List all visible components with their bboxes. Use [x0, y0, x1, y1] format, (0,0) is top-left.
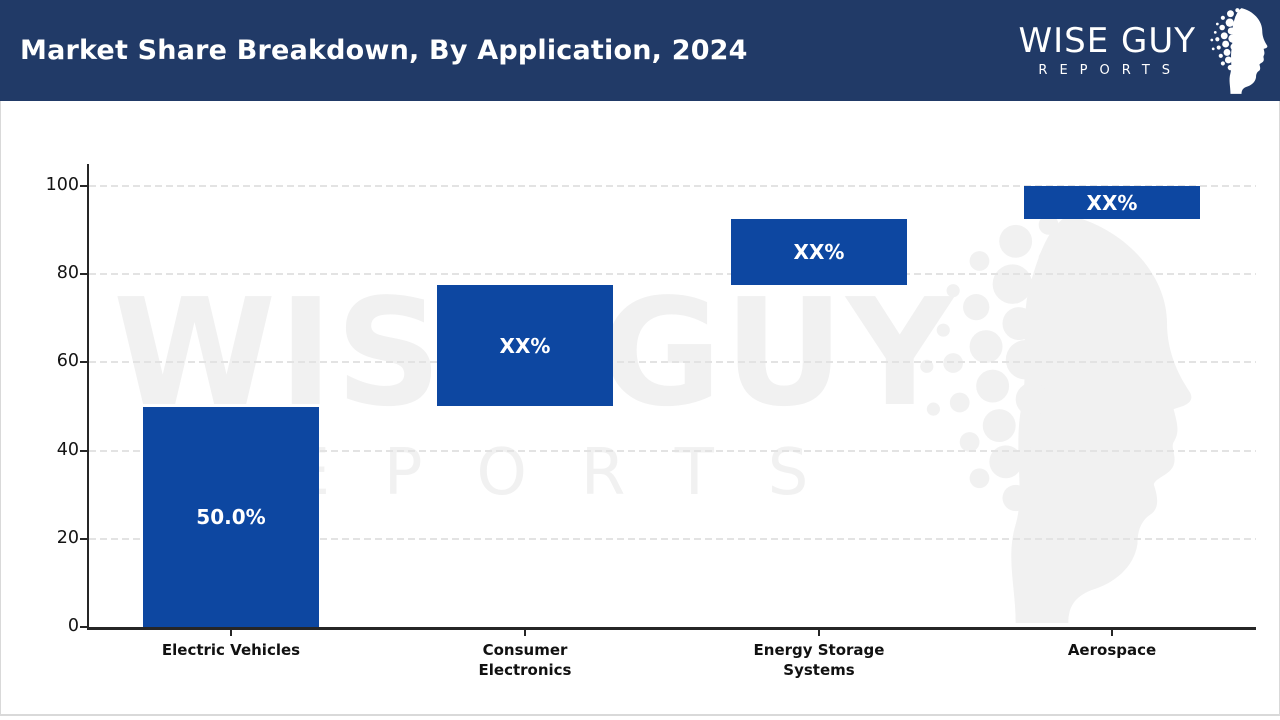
watermark-face-icon: [920, 214, 1192, 624]
logo-reports-text: REPORTS: [1038, 63, 1183, 78]
y-tick-mark: [80, 273, 88, 276]
y-tick-mark: [80, 537, 88, 540]
y-tick-label: 80: [56, 263, 79, 284]
x-tick-mark: [818, 630, 820, 636]
gridline-40: [89, 449, 1256, 452]
x-category-label: Aerospace: [1067, 641, 1157, 659]
x-tick-mark: [1111, 630, 1113, 636]
y-tick-label: 0: [67, 616, 79, 636]
y-tick-label: 20: [56, 527, 79, 548]
x-tick-mark: [230, 630, 232, 636]
x-category-label: Energy Storage Systems: [753, 641, 885, 680]
y-tick-label: 100: [45, 175, 79, 195]
y-axis-spine: [87, 164, 89, 630]
bar-segment: XX%: [437, 285, 613, 407]
y-tick-mark: [80, 626, 88, 628]
x-tick-mark: [524, 630, 526, 636]
y-tick-mark: [80, 361, 88, 364]
y-tick-label: 40: [56, 439, 79, 460]
bar-value-label: XX%: [499, 333, 551, 358]
y-tick-mark: [80, 185, 88, 187]
x-category-label: Consumer Electronics: [478, 641, 572, 680]
x-category-label: Electric Vehicles: [161, 641, 301, 659]
y-tick-mark: [80, 449, 88, 452]
x-axis-spine: [87, 627, 1256, 630]
gridline-80: [89, 273, 1256, 276]
bar-value-label: 50.0%: [196, 504, 266, 529]
logo-brand-text: WISE GUY: [1018, 21, 1196, 61]
bar-segment: XX%: [731, 219, 907, 286]
gridline-100: [89, 185, 1256, 187]
page-title: Market Share Breakdown, By Application, …: [20, 35, 748, 66]
y-tick-label: 60: [56, 351, 79, 372]
bar-value-label: XX%: [1086, 190, 1138, 215]
logo-face-icon: [1210, 7, 1268, 94]
wise-guy-logo: WISE GUY REPORTS: [1018, 0, 1274, 101]
gridline-60: [89, 361, 1256, 364]
bar-value-label: XX%: [793, 240, 845, 265]
bar-segment: XX%: [1024, 186, 1200, 220]
logo-text: WISE GUY REPORTS: [1018, 24, 1196, 77]
header: Market Share Breakdown, By Application, …: [0, 0, 1280, 101]
gridline-20: [89, 537, 1256, 540]
bar-segment: 50.0%: [143, 406, 319, 627]
chart-area: WISE GUY REPORTS 0 20 40 60 80 100 50.0% XX% XX%…: [0, 101, 1280, 716]
